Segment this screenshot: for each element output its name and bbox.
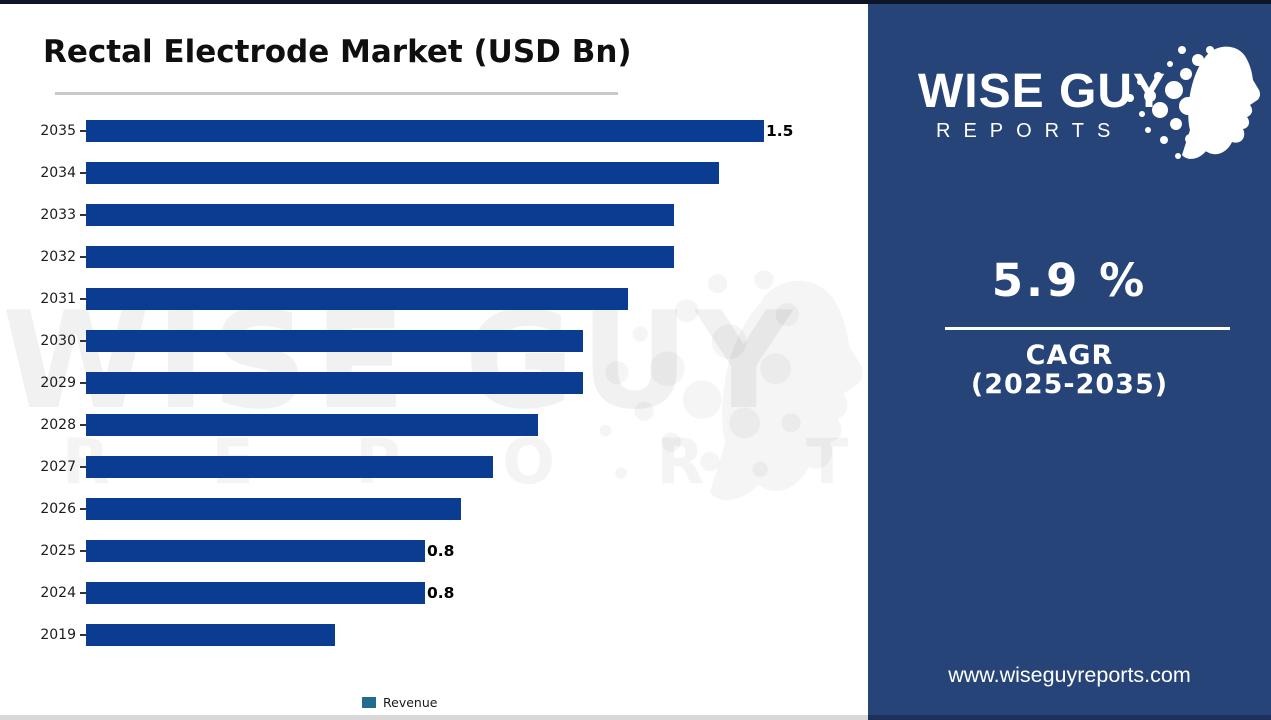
revenue-bar bbox=[86, 624, 335, 646]
watermark-head-icon bbox=[599, 270, 863, 501]
cagr-divider bbox=[945, 327, 1230, 330]
year-tick-label: 2025 bbox=[40, 543, 76, 559]
revenue-bar bbox=[86, 414, 538, 436]
year-tick-label: 2034 bbox=[40, 165, 76, 181]
cagr-value: 5.9 % bbox=[991, 254, 1148, 307]
axis-tick-mark bbox=[80, 508, 86, 510]
axis-tick-mark bbox=[80, 592, 86, 594]
year-tick-label: 2030 bbox=[40, 333, 76, 349]
revenue-bar bbox=[86, 162, 719, 184]
bar-value-label: 0.8 bbox=[427, 584, 455, 602]
panel-bottom-border bbox=[868, 715, 1271, 720]
revenue-bar bbox=[86, 120, 764, 142]
revenue-bar bbox=[86, 246, 674, 268]
revenue-bar bbox=[86, 582, 425, 604]
axis-tick-mark bbox=[80, 130, 86, 132]
revenue-bar bbox=[86, 372, 583, 394]
axis-tick-mark bbox=[80, 256, 86, 258]
cagr-period: (2025-2035) bbox=[970, 369, 1169, 400]
chart-bottom-border bbox=[0, 715, 868, 720]
year-tick-label: 2033 bbox=[40, 207, 76, 223]
revenue-bar bbox=[86, 204, 674, 226]
axis-tick-mark bbox=[80, 298, 86, 300]
legend-label: Revenue bbox=[383, 695, 438, 710]
axis-tick-mark bbox=[80, 424, 86, 426]
revenue-bar bbox=[86, 498, 461, 520]
year-tick-label: 2027 bbox=[40, 459, 76, 475]
top-border bbox=[0, 0, 1271, 4]
year-tick-label: 2035 bbox=[40, 123, 76, 139]
axis-tick-mark bbox=[80, 214, 86, 216]
axis-tick-mark bbox=[80, 340, 86, 342]
brand-panel: WISE GUY REPORTS 5.9 % CAGR ( bbox=[868, 0, 1271, 720]
bar-value-label: 1.5 bbox=[766, 122, 794, 140]
cagr-label: CAGR bbox=[1025, 340, 1114, 371]
axis-tick-mark bbox=[80, 466, 86, 468]
bar-value-label: 0.8 bbox=[427, 542, 455, 560]
axis-tick-mark bbox=[80, 550, 86, 552]
year-tick-label: 2028 bbox=[40, 417, 76, 433]
wise-guy-logo: WISE GUY REPORTS bbox=[868, 38, 1271, 173]
year-tick-label: 2032 bbox=[40, 249, 76, 265]
revenue-bar bbox=[86, 330, 583, 352]
legend: Revenue bbox=[362, 695, 437, 710]
title-underline bbox=[55, 92, 618, 95]
axis-tick-mark bbox=[80, 382, 86, 384]
chart-title: Rectal Electrode Market (USD Bn) bbox=[43, 34, 632, 70]
logo-text-wise-guy: WISE GUY bbox=[918, 65, 1167, 118]
year-tick-label: 2031 bbox=[40, 291, 76, 307]
plot-rows: 2035 1.5 2034 2033 2032 2031 2030 2029 2028 2027 2… bbox=[40, 120, 794, 646]
year-tick-label: 2019 bbox=[40, 627, 76, 643]
axis-tick-mark bbox=[80, 172, 86, 174]
logo-text-reports: REPORTS bbox=[936, 120, 1124, 142]
legend-swatch-icon bbox=[362, 697, 376, 708]
revenue-bar bbox=[86, 540, 425, 562]
axis-tick-mark bbox=[80, 634, 86, 636]
year-tick-label: 2024 bbox=[40, 585, 76, 601]
chart-area: WISE GUY R E P O R T S Rectal Electrode … bbox=[2, 34, 868, 710]
logo-head-icon bbox=[1126, 46, 1260, 159]
year-tick-label: 2026 bbox=[40, 501, 76, 517]
website-url: www.wiseguyreports.com bbox=[948, 663, 1191, 687]
year-tick-label: 2029 bbox=[40, 375, 76, 391]
revenue-bar bbox=[86, 288, 628, 310]
revenue-bar bbox=[86, 456, 493, 478]
